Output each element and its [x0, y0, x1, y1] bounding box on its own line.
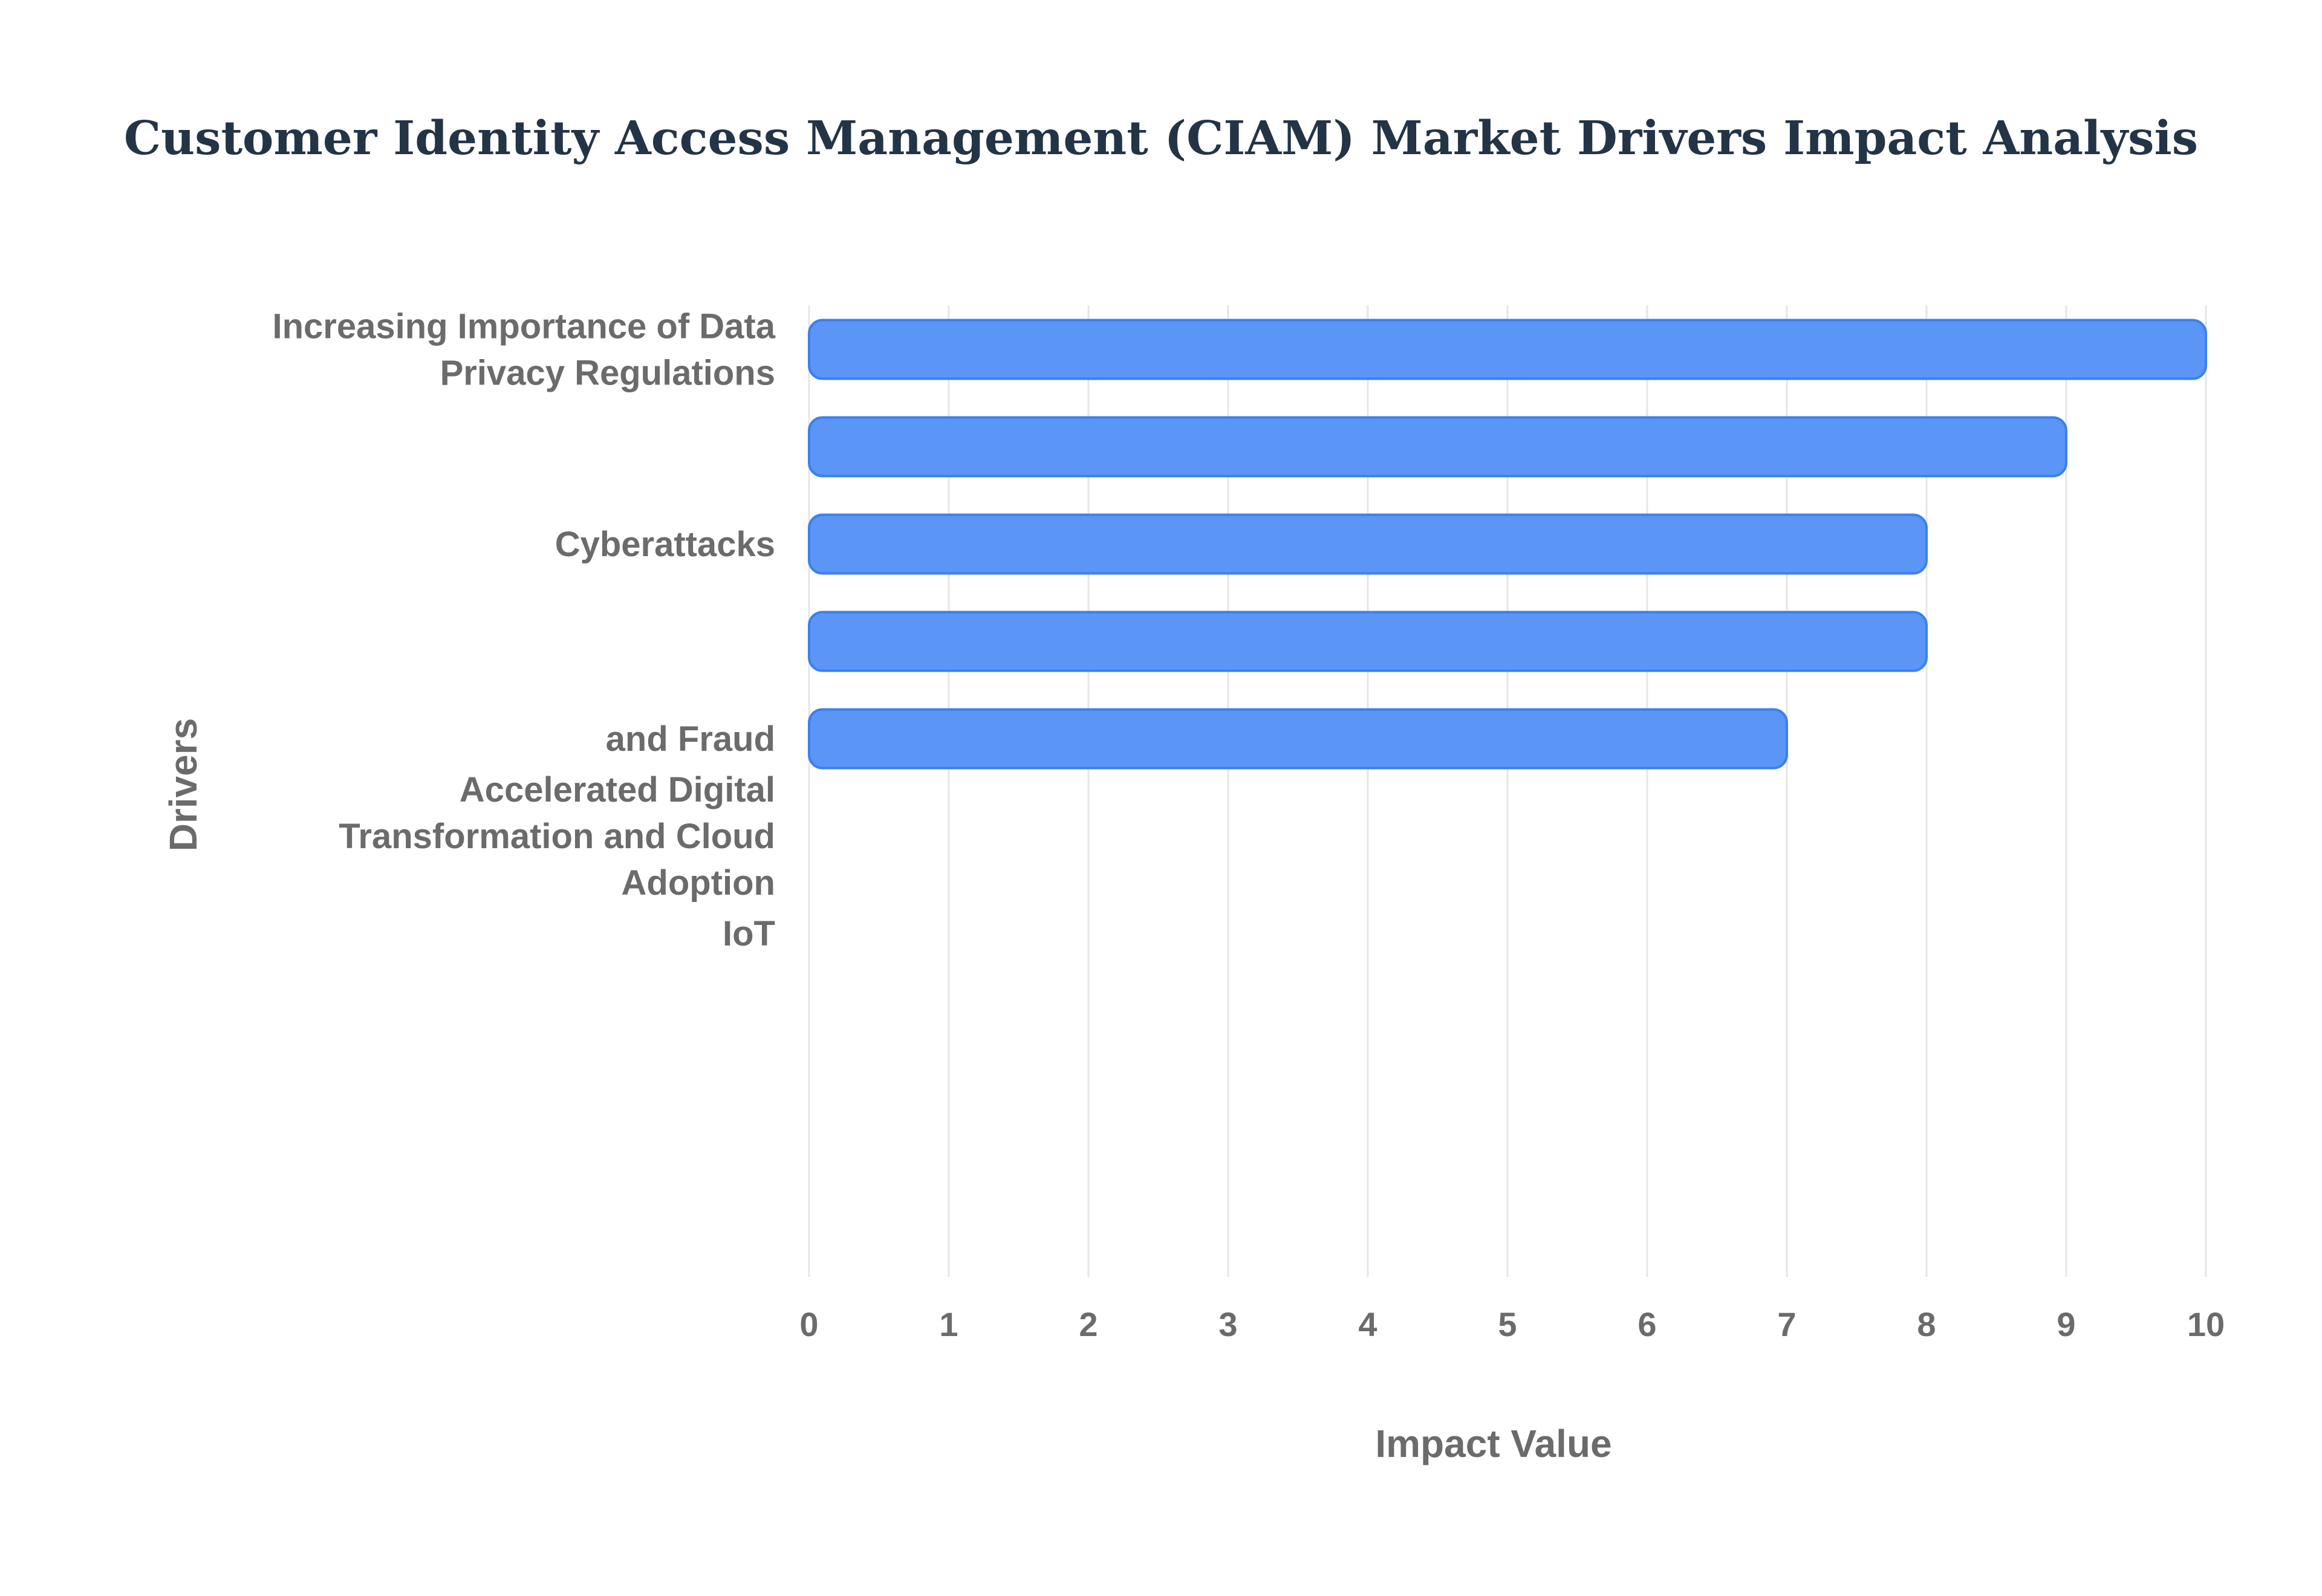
- bar-4: [808, 708, 1788, 770]
- y-category-label-6-0: IoT: [723, 914, 775, 953]
- bar-1: [808, 416, 2067, 478]
- bar-2: [808, 513, 1928, 575]
- x-tick-label-1: 1: [939, 1305, 958, 1343]
- x-tick-label-8: 8: [1917, 1305, 1936, 1343]
- y-axis-categories: Increasing Importance of Data Privacy Reg…: [272, 307, 775, 954]
- y-category-label-5-1: Transformation and Cloud: [339, 817, 775, 856]
- y-category-label-5-0: Accelerated Digital: [460, 770, 775, 809]
- x-axis-title: Impact Value: [1375, 1422, 1611, 1465]
- y-category-label-5-2: Adoption: [622, 863, 775, 903]
- x-axis-ticks: 0 1 2 3 4 5 6 7 8 9 10: [799, 1305, 2225, 1343]
- y-category-label-4-0: and Fraud: [606, 719, 775, 759]
- x-tick-label-6: 6: [1637, 1305, 1656, 1343]
- bars: [808, 319, 2207, 770]
- bar-3: [808, 611, 1928, 672]
- x-tick-label-9: 9: [2057, 1305, 2075, 1343]
- x-tick-label-4: 4: [1358, 1305, 1377, 1343]
- bar-0: [808, 319, 2207, 380]
- x-tick-label-5: 5: [1498, 1305, 1517, 1343]
- x-tick-label-3: 3: [1218, 1305, 1237, 1343]
- x-tick-label-2: 2: [1079, 1305, 1098, 1343]
- x-tick-label-10: 10: [2187, 1305, 2225, 1343]
- y-category-label-0-1: Privacy Regulations: [440, 354, 775, 393]
- y-category-label-2-0: Cyberattacks: [555, 525, 775, 564]
- x-tick-label-0: 0: [799, 1305, 818, 1343]
- y-category-label-0-0: Increasing Importance of Data: [272, 307, 775, 346]
- x-tick-label-7: 7: [1777, 1305, 1796, 1343]
- y-axis-title: Drivers: [161, 718, 205, 852]
- chart-title: Customer Identity Access Management (CIA…: [124, 111, 2198, 166]
